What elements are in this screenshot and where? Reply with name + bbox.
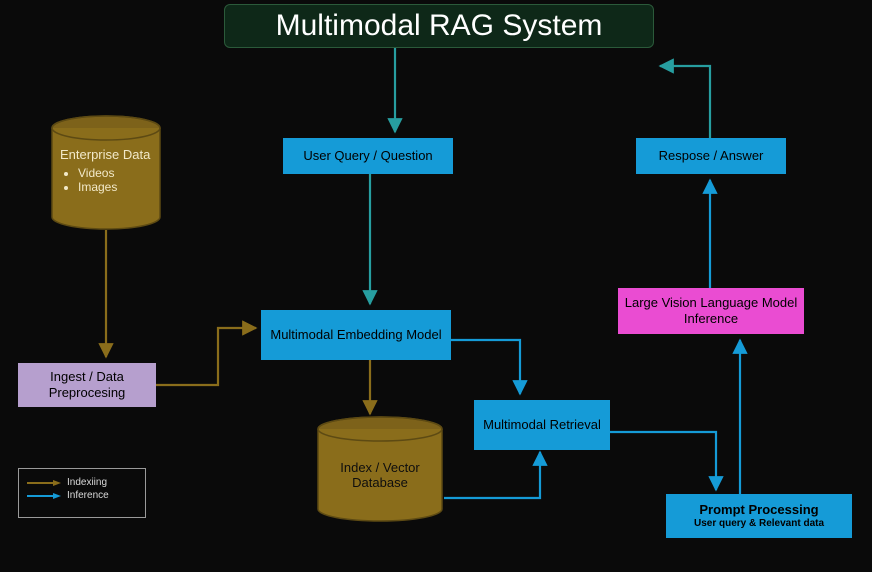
legend-label: Indexiing [67, 477, 107, 488]
retrieval-node: Multimodal Retrieval [474, 400, 610, 450]
lvlm-node: Large Vision Language Model Inference [618, 288, 804, 334]
legend-item: Indexiing [27, 477, 137, 488]
index-db-cylinder: Index / Vector Database [316, 416, 444, 522]
enterprise-data-content: Enterprise Data Videos Images [60, 147, 158, 194]
edge-ingest_to_embed [156, 328, 256, 385]
user-query-node: User Query / Question [283, 138, 453, 174]
enterprise-data-bullet: Images [78, 180, 158, 194]
title-text: Multimodal RAG System [276, 9, 603, 43]
embedding-label: Multimodal Embedding Model [270, 327, 441, 343]
edge-retr_to_prompt [610, 432, 716, 490]
index-db-label: Index / Vector Database [316, 460, 444, 490]
lvlm-label: Large Vision Language Model Inference [624, 295, 798, 328]
diagram-title: Multimodal RAG System [224, 4, 654, 48]
response-label: Respose / Answer [659, 148, 764, 164]
user-query-label: User Query / Question [303, 148, 432, 164]
enterprise-data-label: Enterprise Data [60, 147, 158, 162]
prompt-node: Prompt Processing User query & Relevant … [666, 494, 852, 538]
prompt-sublabel: User query & Relevant data [694, 518, 824, 531]
ingest-label: Ingest / Data Preprocesing [24, 369, 150, 402]
response-node: Respose / Answer [636, 138, 786, 174]
enterprise-data-bullet: Videos [78, 166, 158, 180]
legend-label: Inference [67, 490, 109, 501]
retrieval-label: Multimodal Retrieval [483, 417, 601, 433]
legend-item: Inference [27, 490, 137, 501]
edge-embed_to_retr [451, 340, 520, 394]
ingest-node: Ingest / Data Preprocesing [18, 363, 156, 407]
edge-db_to_retr [444, 452, 540, 498]
embedding-node: Multimodal Embedding Model [261, 310, 451, 360]
edge-resp_to_title [660, 66, 710, 138]
legend-box: Indexiing Inference [18, 468, 146, 518]
prompt-label: Prompt Processing [699, 502, 818, 518]
